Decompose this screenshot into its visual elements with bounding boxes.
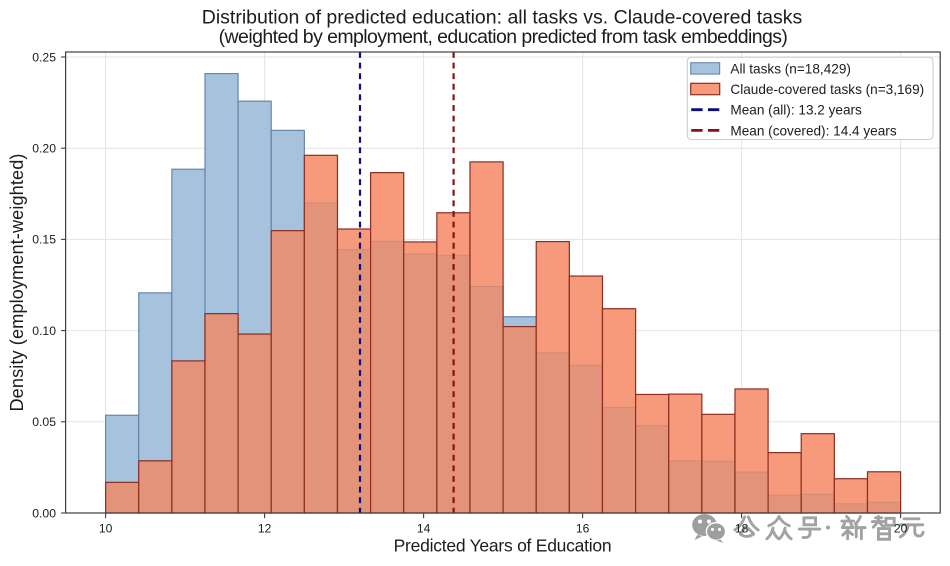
svg-text:0.00: 0.00 (32, 506, 56, 520)
svg-text:16: 16 (576, 522, 590, 536)
svg-text:20: 20 (894, 522, 908, 536)
svg-text:18: 18 (735, 522, 749, 536)
svg-text:Predicted Years of Education: Predicted Years of Education (394, 536, 612, 556)
svg-text:10: 10 (99, 522, 113, 536)
svg-text:Mean (all): 13.2 years: Mean (all): 13.2 years (730, 103, 862, 118)
svg-text:0.10: 0.10 (32, 324, 56, 338)
svg-text:14: 14 (417, 522, 431, 536)
svg-text:Distribution of predicted educ: Distribution of predicted education: all… (202, 6, 803, 28)
svg-text:0.15: 0.15 (32, 233, 56, 247)
svg-text:Mean (covered): 14.4 years: Mean (covered): 14.4 years (730, 123, 896, 138)
svg-text:Density (employment-weighted): Density (employment-weighted) (7, 153, 27, 411)
svg-text:(weighted by employment, educa: (weighted by employment, education predi… (219, 26, 788, 48)
svg-text:0.20: 0.20 (32, 142, 56, 156)
svg-text:All tasks (n=18,429): All tasks (n=18,429) (730, 61, 851, 76)
svg-text:0.05: 0.05 (32, 415, 56, 429)
svg-text:Claude-covered tasks (n=3,169): Claude-covered tasks (n=3,169) (730, 82, 924, 97)
svg-text:0.25: 0.25 (32, 50, 56, 64)
svg-text:12: 12 (258, 522, 272, 536)
